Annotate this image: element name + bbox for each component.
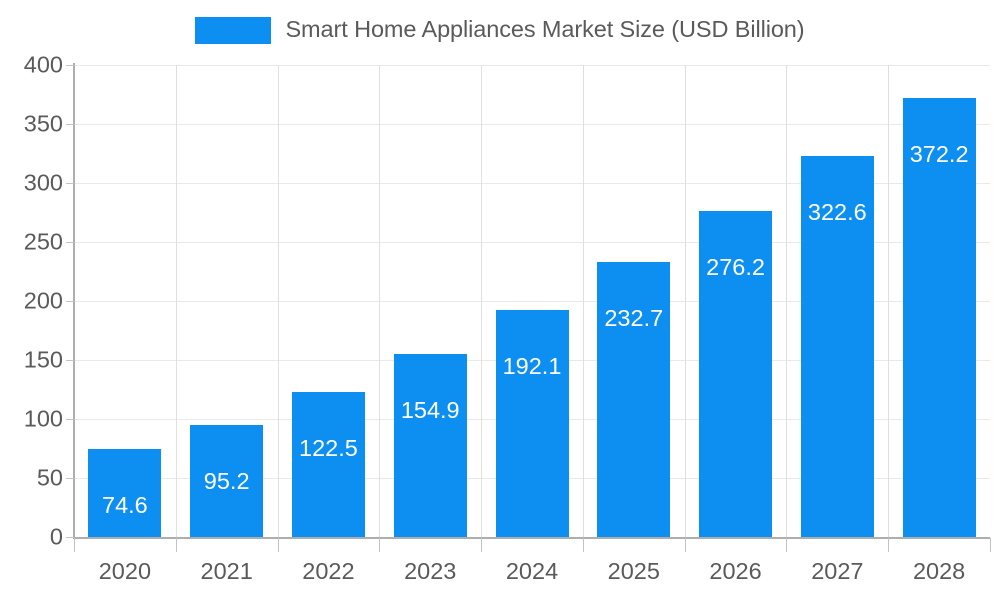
gridline-vertical [888, 65, 890, 537]
y-axis-tick-mark [66, 124, 74, 125]
x-axis-tick-label: 2023 [404, 558, 457, 584]
y-axis-tick-label: 150 [23, 346, 63, 373]
x-axis-tick-mark [582, 538, 584, 552]
x-axis-tick-mark [379, 538, 381, 552]
bar[interactable] [597, 262, 671, 537]
y-axis-tick-label: 50 [36, 464, 63, 491]
x-axis-tick-mark [684, 538, 686, 552]
x-axis-line [73, 537, 990, 539]
y-axis-tick-label: 350 [23, 110, 63, 137]
bar[interactable] [495, 310, 569, 537]
gridline-vertical [277, 65, 279, 537]
gridline-vertical [582, 65, 584, 537]
x-axis-tick-mark [481, 538, 483, 552]
bar[interactable] [902, 97, 976, 537]
x-axis-tick-label: 2025 [607, 558, 660, 584]
y-axis-tick-mark [66, 478, 74, 479]
y-axis-tick-mark [66, 301, 74, 302]
x-axis-tick-mark [277, 538, 279, 552]
bar[interactable] [88, 448, 162, 537]
y-axis-tick-mark [66, 242, 74, 243]
y-axis-tick-label: 0 [49, 523, 63, 550]
x-axis-tick-label: 2028 [912, 558, 966, 584]
y-axis-tick-label: 100 [23, 405, 63, 432]
y-axis-tick-mark [66, 419, 74, 420]
y-axis-tick-label: 300 [23, 169, 63, 196]
x-axis-tick-label: 2026 [709, 558, 762, 584]
y-axis-tick-mark [66, 65, 74, 66]
x-axis-tick-label: 2021 [200, 558, 253, 584]
gridline-horizontal [74, 183, 990, 184]
gridline-horizontal [74, 124, 990, 125]
x-axis-tick-label: 2022 [302, 558, 355, 584]
y-axis-tick-mark [66, 537, 74, 538]
bar[interactable] [291, 392, 365, 537]
x-axis-tick-mark [175, 538, 177, 552]
gridline-vertical [786, 65, 788, 537]
x-axis-tick-label: 2024 [505, 558, 559, 584]
x-axis-tick-mark [990, 538, 991, 552]
x-axis-tick-label: 2020 [98, 558, 152, 584]
bar[interactable] [699, 211, 773, 537]
y-axis-tick-label: 200 [23, 287, 63, 314]
gridline-vertical [175, 65, 177, 537]
y-axis-tick-mark [66, 183, 74, 184]
x-axis-tick-mark [786, 538, 788, 552]
x-axis-tick-mark [74, 538, 75, 552]
gridline-horizontal [74, 301, 990, 302]
gridline-horizontal [74, 242, 990, 243]
y-axis-tick-label: 400 [23, 51, 63, 78]
bar[interactable] [393, 354, 467, 537]
gridline-horizontal [74, 65, 990, 66]
gridline-vertical [684, 65, 686, 537]
bar[interactable] [800, 156, 874, 537]
legend-color-swatch[interactable] [195, 16, 272, 44]
x-axis-tick-label: 2027 [811, 558, 864, 584]
y-axis-tick-label: 250 [23, 228, 63, 255]
y-axis-line [73, 63, 75, 539]
gridline-vertical [481, 65, 483, 537]
x-axis-tick-mark [888, 538, 890, 552]
y-axis-tick-mark [66, 360, 74, 361]
chart-legend[interactable]: Smart Home Appliances Market Size (USD B… [0, 13, 1000, 47]
y-axis-tick-labels: 0 50 100 150 200 250 300 350 400 [0, 0, 63, 600]
bar[interactable] [190, 424, 264, 537]
legend-label: Smart Home Appliances Market Size (USD B… [285, 16, 805, 43]
gridline-vertical [379, 65, 381, 537]
